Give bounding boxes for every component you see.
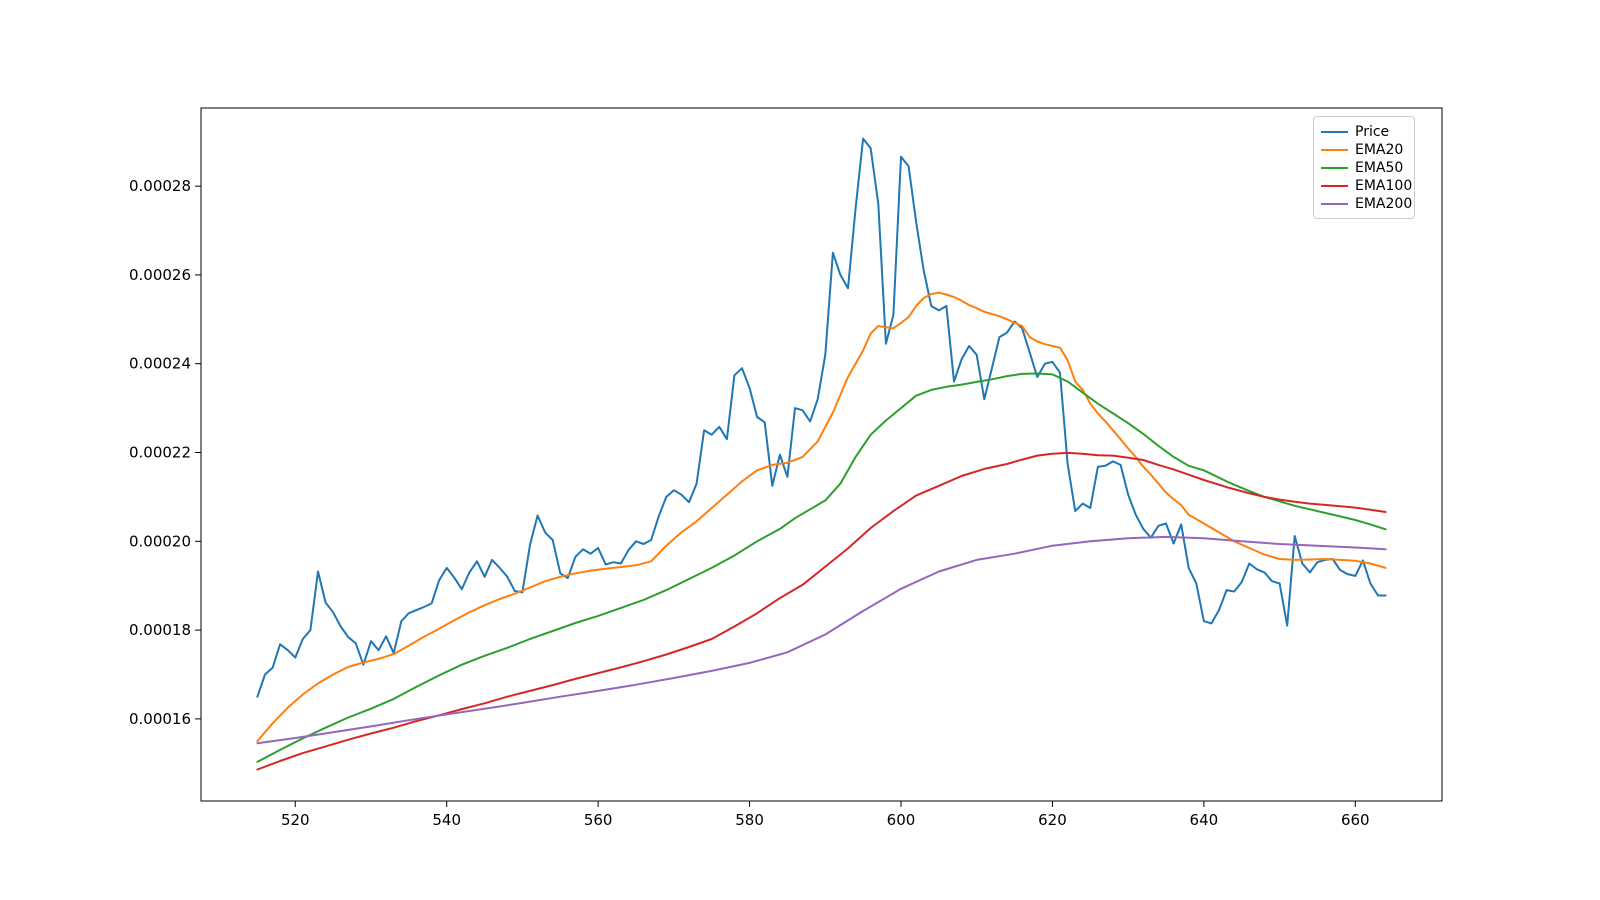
y-tick-label: 0.00026	[129, 266, 191, 284]
x-tick-label: 600	[887, 811, 916, 829]
legend-line-sample-icon	[1321, 203, 1348, 205]
y-axis: 0.00016 0.00018 0.00020 0.00022 0.00024 0.000…	[129, 177, 201, 728]
series-line-ema200	[256, 535, 1387, 745]
legend-line-sample-icon	[1321, 185, 1348, 187]
legend-line-sample-icon	[1321, 167, 1348, 169]
y-tick-label: 0.00016	[129, 710, 191, 728]
y-tick-label: 0.00018	[129, 621, 191, 639]
legend-label: EMA200	[1355, 196, 1413, 212]
series-line-price	[256, 137, 1387, 698]
legend-item: EMA20	[1321, 141, 1412, 159]
y-tick-label: 0.00022	[129, 444, 191, 462]
y-tick-label: 0.00020	[129, 532, 191, 550]
x-axis: 520 540 560 580 600 620 640 660	[281, 801, 1370, 829]
series-line-ema100	[256, 451, 1387, 771]
legend-label: Price	[1355, 124, 1390, 140]
series-line-ema20	[256, 291, 1387, 743]
series-lines	[256, 137, 1387, 771]
plot-border	[200, 107, 1443, 802]
legend-line-sample-icon	[1321, 149, 1348, 151]
x-tick-label: 560	[584, 811, 613, 829]
legend-item: EMA200	[1321, 195, 1412, 213]
y-tick-label: 0.00024	[129, 355, 191, 373]
x-tick-label: 620	[1038, 811, 1067, 829]
legend-line-sample-icon	[1321, 131, 1348, 133]
x-tick-label: 660	[1341, 811, 1370, 829]
x-tick-label: 640	[1190, 811, 1219, 829]
x-tick-label: 540	[432, 811, 461, 829]
legend-item: EMA100	[1321, 177, 1412, 195]
legend-label: EMA20	[1355, 142, 1404, 158]
series-line-ema50	[256, 372, 1387, 763]
y-tick-label: 0.00028	[129, 177, 191, 195]
legend-item: Price	[1321, 123, 1412, 141]
legend-label: EMA100	[1355, 178, 1413, 194]
legend: Price EMA20 EMA50 EMA100 EMA200	[1313, 116, 1415, 219]
legend-item: EMA50	[1321, 159, 1412, 177]
x-tick-label: 580	[735, 811, 764, 829]
legend-label: EMA50	[1355, 160, 1404, 176]
x-tick-label: 520	[281, 811, 310, 829]
